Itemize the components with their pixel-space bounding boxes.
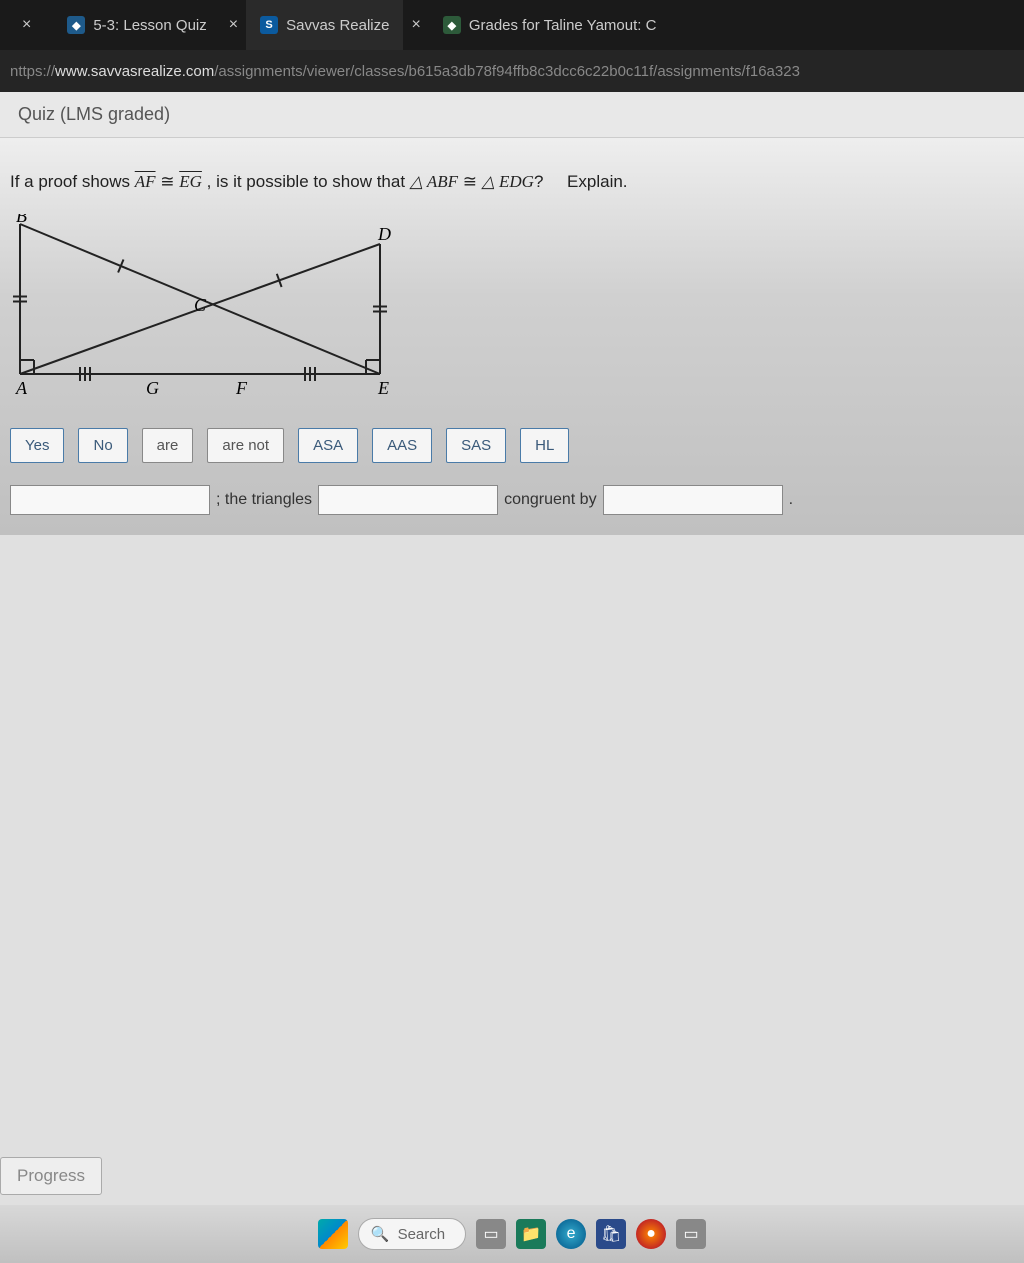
svg-text:G: G: [146, 378, 159, 398]
chip-no[interactable]: No: [78, 428, 127, 463]
geometry-diagram: A B G F E D C: [10, 214, 1004, 404]
svg-text:C: C: [194, 295, 207, 315]
svg-text:B: B: [16, 214, 27, 226]
address-bar[interactable]: nttps://www.savvasrealize.com/assignment…: [0, 50, 1024, 92]
answer-sentence: ; the triangles congruent by .: [10, 485, 1004, 515]
sentence-text: ; the triangles: [216, 491, 312, 509]
close-icon[interactable]: ×: [403, 16, 428, 34]
search-icon: 🔍: [371, 1225, 390, 1243]
close-icon[interactable]: ×: [14, 16, 39, 34]
page-title: Quiz (LMS graded): [18, 104, 170, 124]
browser-tabs: × ◆ 5-3: Lesson Quiz × S Savvas Realize …: [0, 0, 1024, 50]
chip-hl[interactable]: HL: [520, 428, 569, 463]
progress-button[interactable]: Progress: [0, 1157, 102, 1195]
store-icon[interactable]: 🛍: [596, 1219, 626, 1249]
qt: , is it possible to show that: [207, 172, 410, 191]
blank-2[interactable]: [318, 485, 498, 515]
svg-text:D: D: [377, 224, 391, 244]
page-content: Quiz (LMS graded) If a proof shows AF ≅ …: [0, 92, 1024, 1205]
congruent-symbol: ≅: [463, 172, 482, 191]
qt: Explain.: [567, 172, 627, 191]
tab-grades[interactable]: ◆ Grades for Taline Yamout: C: [429, 0, 671, 50]
tab-label: Grades for Taline Yamout: C: [469, 17, 657, 34]
tab-savvas[interactable]: S Savvas Realize: [246, 0, 403, 50]
sentence-text: .: [789, 491, 793, 509]
chip-aas[interactable]: AAS: [372, 428, 432, 463]
tab-label: Savvas Realize: [286, 17, 389, 34]
svg-text:A: A: [15, 378, 28, 398]
tab-label: 5-3: Lesson Quiz: [93, 17, 206, 34]
search-placeholder: Search: [398, 1226, 446, 1243]
explorer-icon[interactable]: 📁: [516, 1219, 546, 1249]
tab-icon: S: [260, 16, 278, 34]
sentence-text: congruent by: [504, 491, 597, 509]
qt: If a proof shows: [10, 172, 135, 191]
edge-icon[interactable]: e: [556, 1219, 586, 1249]
tab-prev-close[interactable]: ×: [0, 0, 53, 50]
windows-taskbar: 🔍 Search ▭ 📁 e 🛍 ● ▭: [0, 1205, 1024, 1263]
close-icon[interactable]: ×: [221, 16, 246, 34]
chip-asa[interactable]: ASA: [298, 428, 358, 463]
tab-icon: ◆: [443, 16, 461, 34]
start-icon[interactable]: [318, 1219, 348, 1249]
chip-sas[interactable]: SAS: [446, 428, 506, 463]
chip-are-not[interactable]: are not: [207, 428, 284, 463]
svg-text:F: F: [235, 378, 248, 398]
blank-1[interactable]: [10, 485, 210, 515]
breadcrumb: Quiz (LMS graded): [0, 92, 1024, 138]
congruent-symbol: ≅: [160, 172, 179, 191]
taskview-icon[interactable]: ▭: [476, 1219, 506, 1249]
app-icon[interactable]: ●: [636, 1219, 666, 1249]
chip-are[interactable]: are: [142, 428, 194, 463]
diagram-svg: A B G F E D C: [10, 214, 410, 399]
app-icon[interactable]: ▭: [676, 1219, 706, 1249]
url-path: /assignments/viewer/classes/b615a3db78f9…: [214, 63, 800, 80]
url-prefix: nttps://: [10, 63, 55, 80]
svg-text:E: E: [377, 378, 389, 398]
url-domain: www.savvasrealize.com: [55, 63, 214, 80]
tab-lesson-quiz[interactable]: ◆ 5-3: Lesson Quiz: [53, 0, 220, 50]
taskbar-search[interactable]: 🔍 Search: [358, 1218, 466, 1250]
question-area: If a proof shows AF ≅ EG , is it possibl…: [0, 138, 1024, 535]
qt: ?: [534, 172, 543, 191]
tab-icon: ◆: [67, 16, 85, 34]
answer-chips: Yes No are are not ASA AAS SAS HL: [10, 428, 1004, 463]
taskbar-apps: ▭ 📁 e 🛍 ● ▭: [476, 1219, 706, 1249]
segment-eg: EG: [179, 172, 202, 191]
tri-symbol: △: [410, 172, 427, 191]
triangle-edg: EDG: [499, 172, 534, 191]
question-text: If a proof shows AF ≅ EG , is it possibl…: [10, 172, 1004, 192]
chip-yes[interactable]: Yes: [10, 428, 64, 463]
segment-af: AF: [135, 172, 156, 191]
tri-symbol: △: [482, 172, 499, 191]
triangle-abf: ABF: [427, 172, 458, 191]
blank-3[interactable]: [603, 485, 783, 515]
